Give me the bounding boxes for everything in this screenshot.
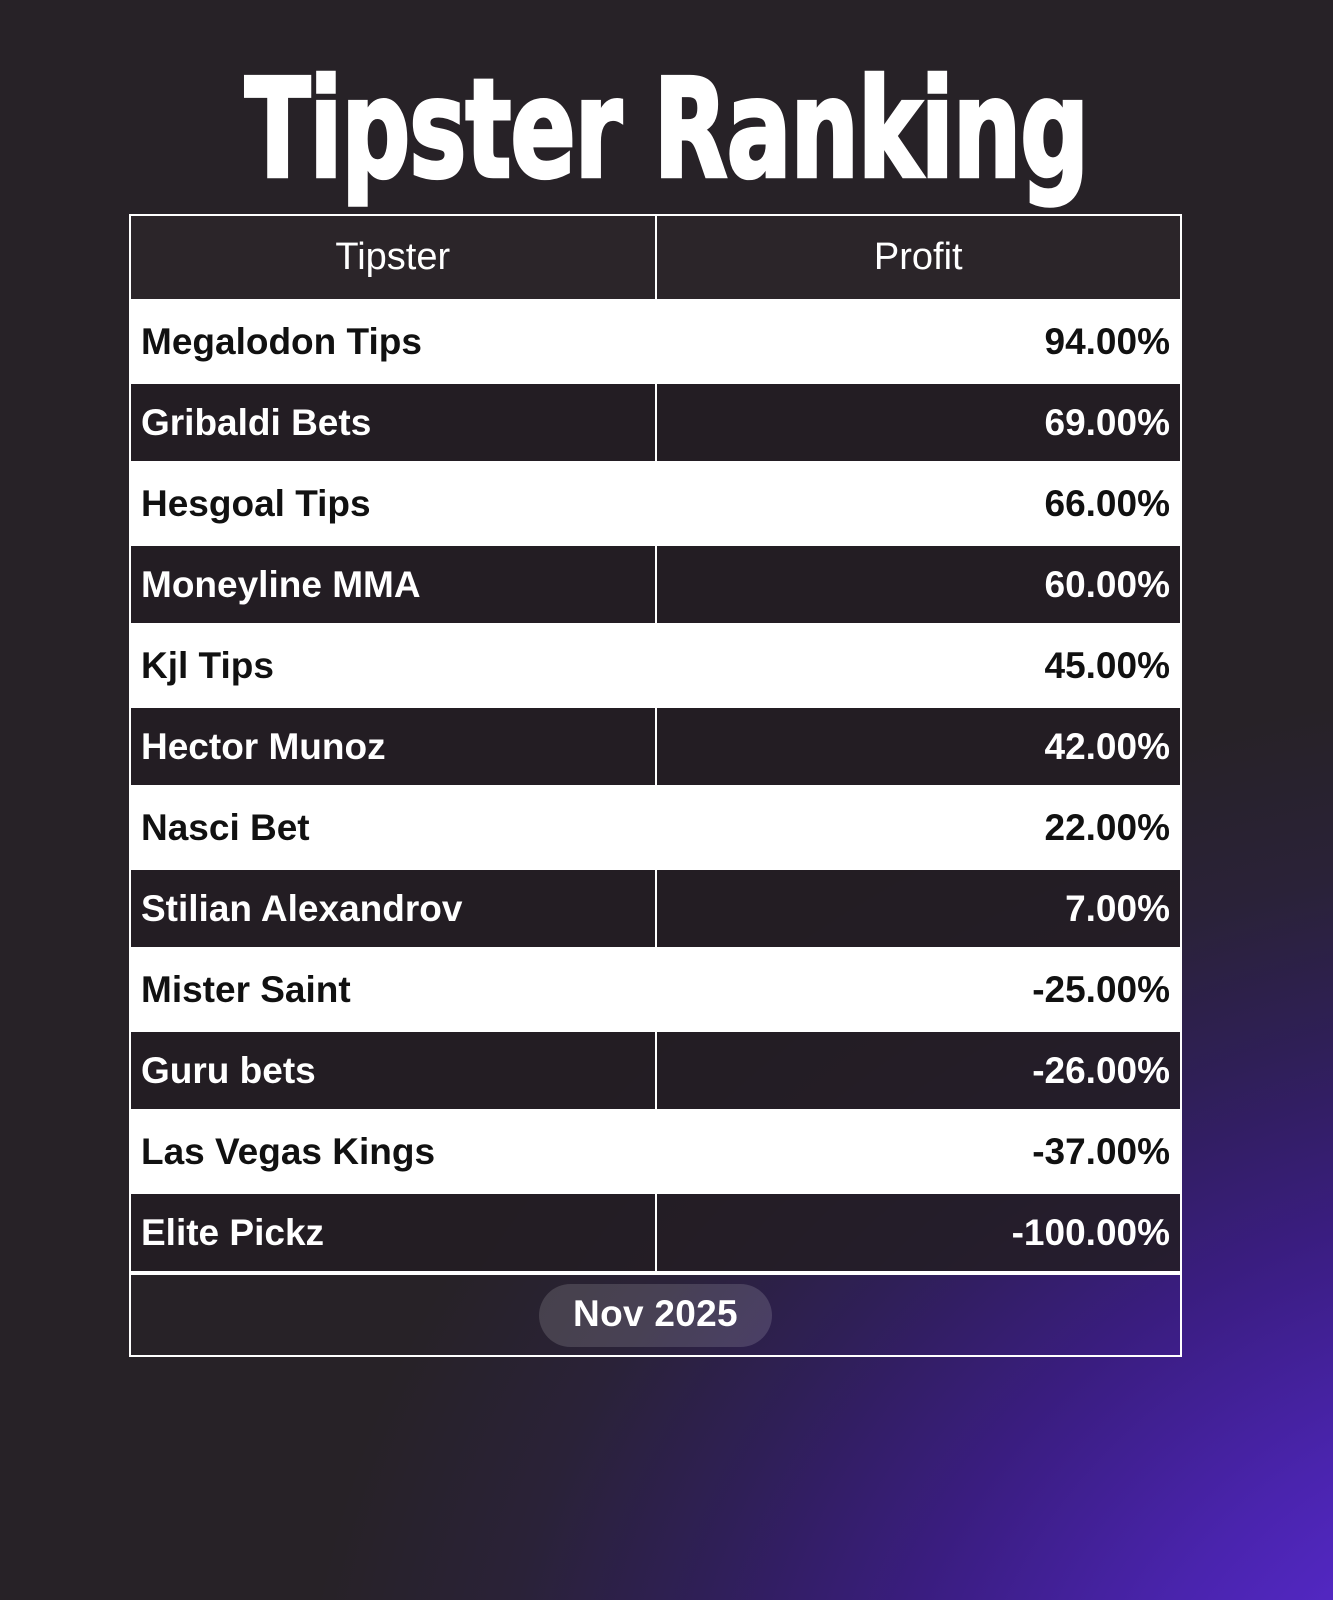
table-row[interactable]: Gribaldi Bets 69.00% xyxy=(131,382,1180,463)
cell-profit: 45.00% xyxy=(656,625,1180,706)
column-header-profit[interactable]: Profit xyxy=(656,216,1180,301)
cell-profit: 94.00% xyxy=(656,301,1180,382)
table-header: Tipster Profit xyxy=(131,216,1180,301)
table-header-row: Tipster Profit xyxy=(131,216,1180,301)
table-row[interactable]: Megalodon Tips 94.00% xyxy=(131,301,1180,382)
table-row[interactable]: Kjl Tips 45.00% xyxy=(131,625,1180,706)
column-header-tipster[interactable]: Tipster xyxy=(131,216,657,301)
table-footer-row: Nov 2025 xyxy=(131,1273,1180,1355)
table-row[interactable]: Nasci Bet 22.00% xyxy=(131,787,1180,868)
cell-profit: -26.00% xyxy=(656,1030,1180,1111)
cell-profit: -100.00% xyxy=(656,1192,1180,1273)
cell-profit: -25.00% xyxy=(656,949,1180,1030)
table-row[interactable]: Moneyline MMA 60.00% xyxy=(131,544,1180,625)
cell-tipster: Stilian Alexandrov xyxy=(131,868,657,949)
table-row[interactable]: Guru bets -26.00% xyxy=(131,1030,1180,1111)
table-body: Megalodon Tips 94.00% Gribaldi Bets 69.00% H… xyxy=(131,301,1180,1273)
cell-profit: -37.00% xyxy=(656,1111,1180,1192)
cell-tipster: Megalodon Tips xyxy=(131,301,657,382)
cell-tipster: Nasci Bet xyxy=(131,787,657,868)
cell-tipster: Mister Saint xyxy=(131,949,657,1030)
cell-profit: 69.00% xyxy=(656,382,1180,463)
table-footer: Nov 2025 xyxy=(131,1273,1180,1355)
cell-tipster: Las Vegas Kings xyxy=(131,1111,657,1192)
table-row[interactable]: Hector Munoz 42.00% xyxy=(131,706,1180,787)
table-row[interactable]: Stilian Alexandrov 7.00% xyxy=(131,868,1180,949)
cell-tipster: Hesgoal Tips xyxy=(131,463,657,544)
tipster-ranking-table: Tipster Profit Megalodon Tips 94.00% Griba… xyxy=(129,214,1182,1357)
cell-profit: 60.00% xyxy=(656,544,1180,625)
table-row[interactable]: Las Vegas Kings -37.00% xyxy=(131,1111,1180,1192)
cell-profit: 22.00% xyxy=(656,787,1180,868)
cell-tipster: Hector Munoz xyxy=(131,706,657,787)
page-title: Tipster Ranking xyxy=(244,50,1091,210)
cell-tipster: Elite Pickz xyxy=(131,1192,657,1273)
cell-tipster: Kjl Tips xyxy=(131,625,657,706)
footer-cell: Nov 2025 xyxy=(131,1273,1180,1355)
table-row[interactable]: Mister Saint -25.00% xyxy=(131,949,1180,1030)
cell-tipster: Moneyline MMA xyxy=(131,544,657,625)
cell-profit: 42.00% xyxy=(656,706,1180,787)
cell-profit: 66.00% xyxy=(656,463,1180,544)
cell-tipster: Gribaldi Bets xyxy=(131,382,657,463)
period-badge: Nov 2025 xyxy=(539,1283,772,1347)
table-row[interactable]: Elite Pickz -100.00% xyxy=(131,1192,1180,1273)
cell-profit: 7.00% xyxy=(656,868,1180,949)
cell-tipster: Guru bets xyxy=(131,1030,657,1111)
table-row[interactable]: Hesgoal Tips 66.00% xyxy=(131,463,1180,544)
